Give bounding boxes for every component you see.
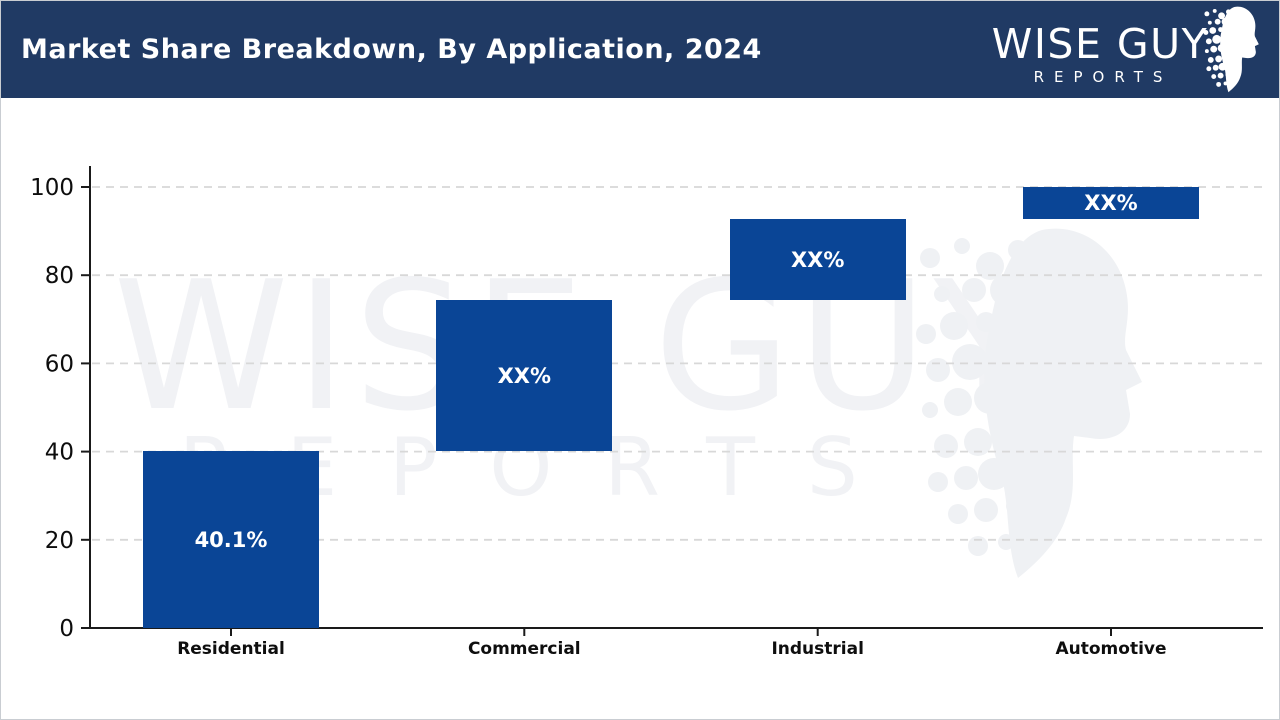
y-tick-label: 40 xyxy=(45,440,74,466)
y-tick-label: 80 xyxy=(45,263,74,289)
header-bar: Market Share Breakdown, By Application, … xyxy=(1,1,1279,98)
y-tick-label: 100 xyxy=(30,175,74,201)
logo-reports-text: REPORTS xyxy=(1034,68,1173,86)
y-tick-label: 20 xyxy=(45,528,74,554)
page-title: Market Share Breakdown, By Application, … xyxy=(21,34,762,65)
logo-wiseguy-text: WISE GUY xyxy=(993,20,1208,68)
wise-guy-logo: WISE GUY REPORTS xyxy=(993,6,1259,93)
y-tick-label: 0 xyxy=(59,616,74,642)
y-tick-label: 60 xyxy=(45,351,74,377)
